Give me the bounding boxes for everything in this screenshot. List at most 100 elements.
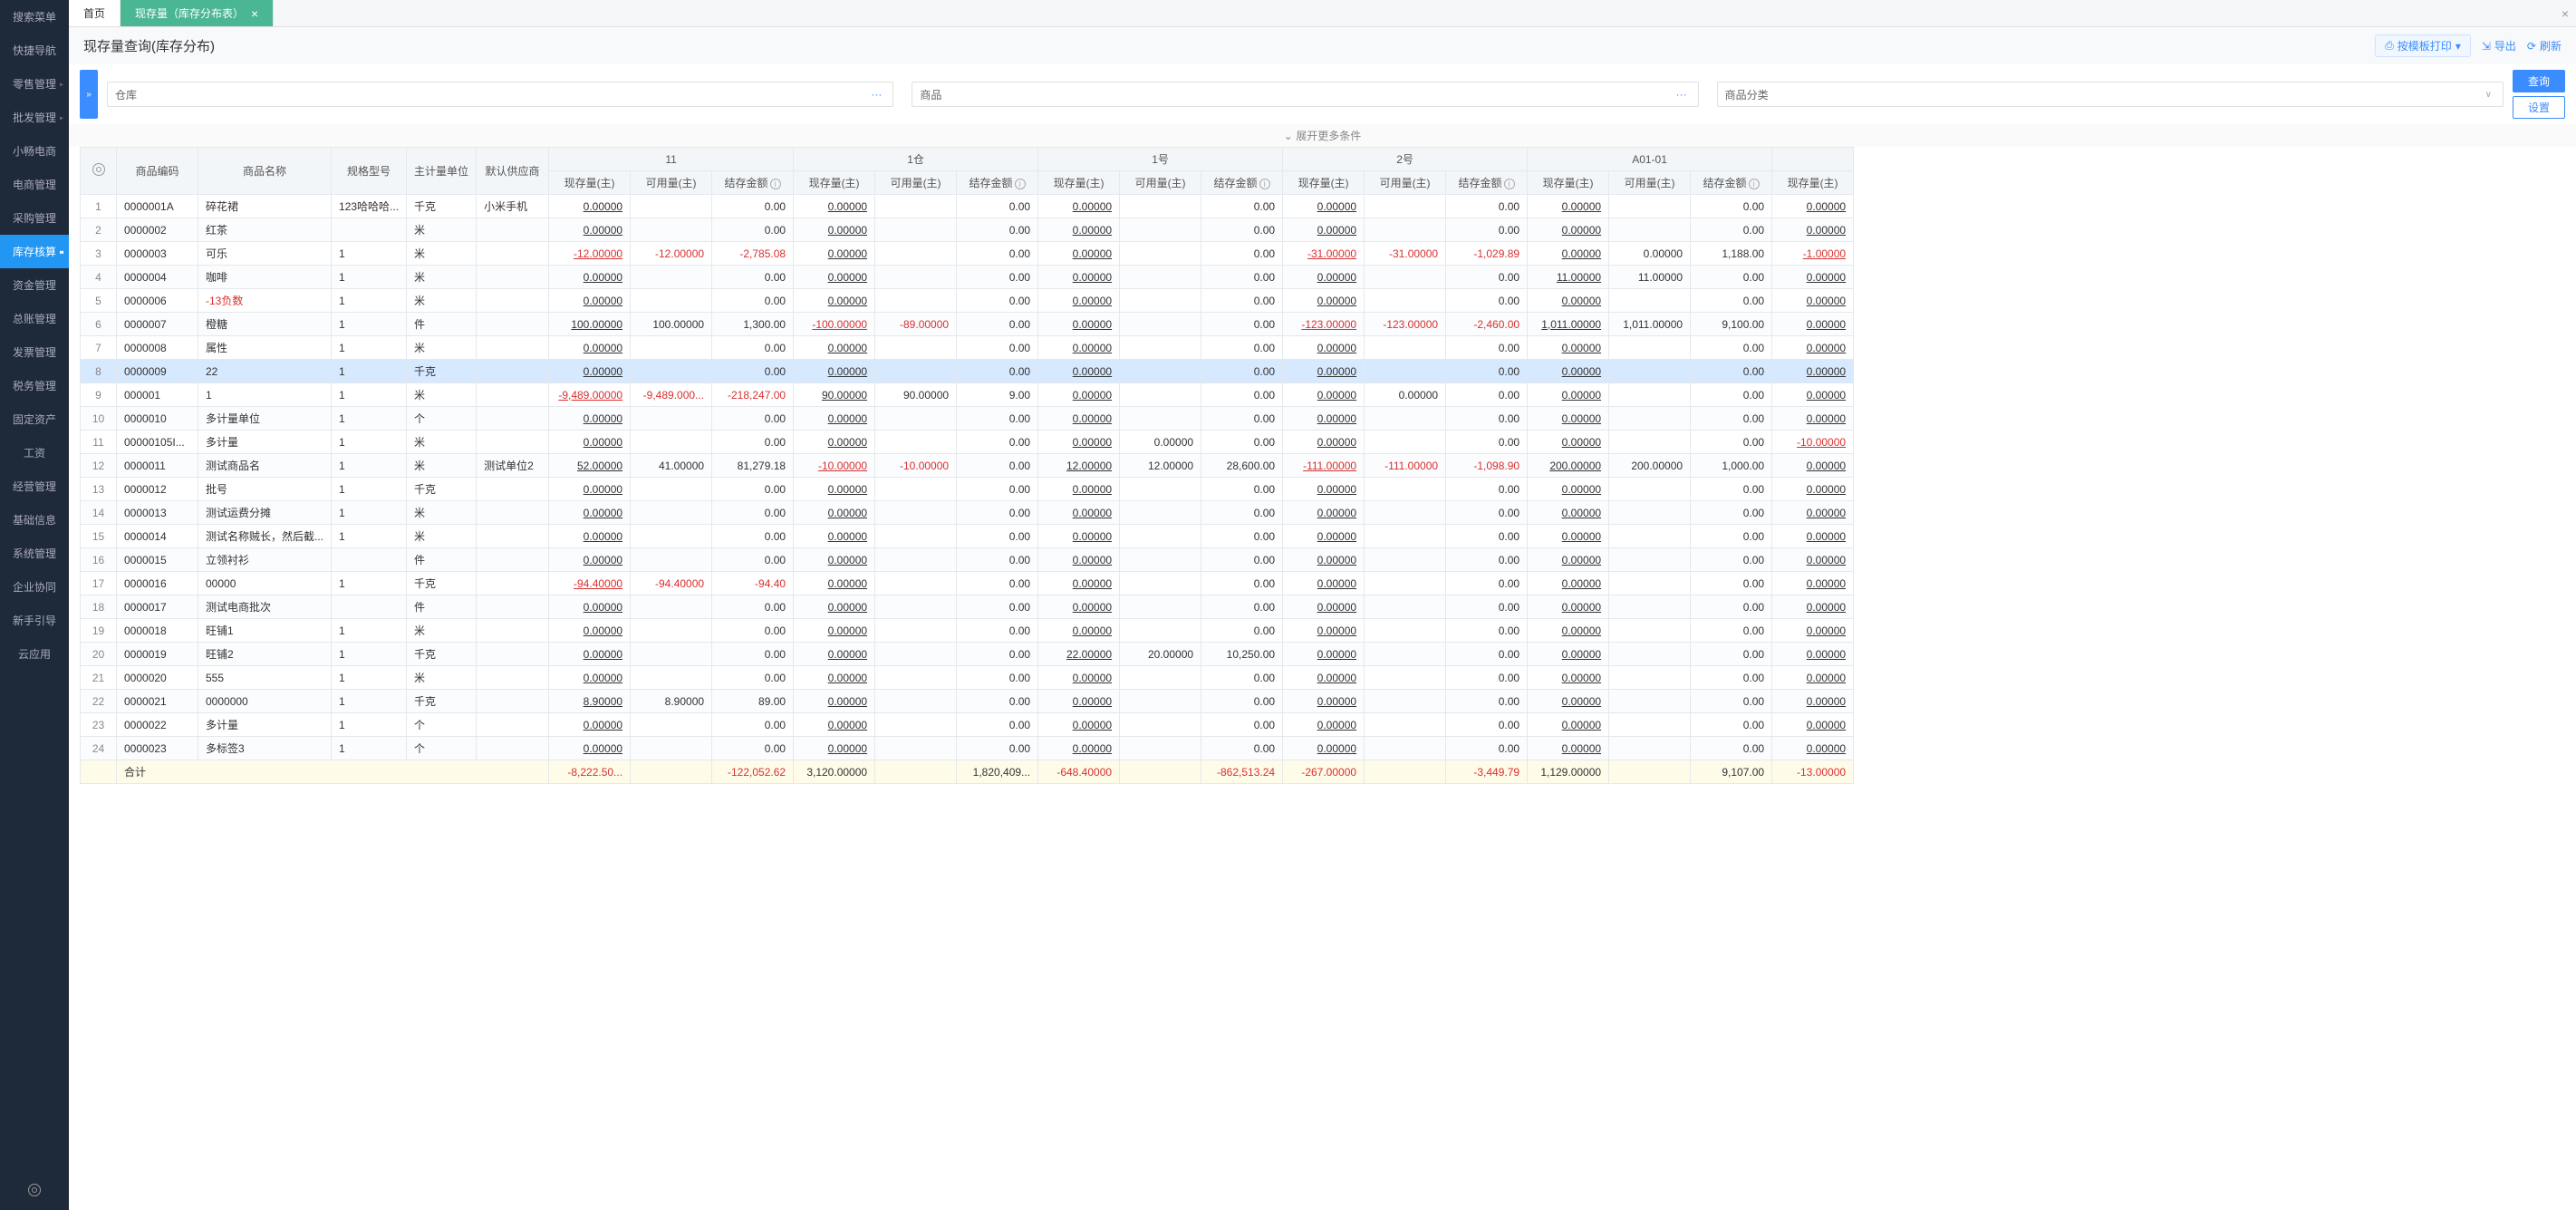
stock-link-cell[interactable]: 0.00000 <box>1283 266 1365 289</box>
sub-header-8[interactable]: 结存金额i <box>1201 171 1283 195</box>
query-button[interactable]: 查询 <box>2513 70 2565 92</box>
stock-link-cell[interactable]: 0.00000 <box>1038 195 1120 218</box>
stock-link-cell[interactable]: 0.00000 <box>1772 595 1854 619</box>
stock-link-cell[interactable]: 11.00000 <box>1528 266 1609 289</box>
sub-header-12[interactable]: 现存量(主) <box>1528 171 1609 195</box>
product-filter[interactable]: 商品 ··· <box>912 82 1698 107</box>
stock-link-cell[interactable]: 0.00000 <box>1038 407 1120 431</box>
stock-link-cell[interactable]: 0.00000 <box>549 525 631 548</box>
stock-link-cell[interactable]: 0.00000 <box>794 595 875 619</box>
stock-link-cell[interactable]: 0.00000 <box>549 266 631 289</box>
stock-link-cell[interactable]: 0.00000 <box>1038 666 1120 690</box>
product-filter-more-icon[interactable]: ··· <box>1673 88 1691 101</box>
info-icon[interactable]: i <box>1015 179 1026 189</box>
stock-link-cell[interactable]: 90.00000 <box>794 383 875 407</box>
stock-link-cell[interactable]: -9,489.00000 <box>549 383 631 407</box>
sub-header-14[interactable]: 结存金额i <box>1691 171 1772 195</box>
stock-link-cell[interactable]: 0.00000 <box>794 666 875 690</box>
table-row[interactable]: 30000003可乐1米-12.00000-12.00000-2,785.080… <box>81 242 1854 266</box>
sidebar-item-14[interactable]: 经营管理 <box>0 469 69 503</box>
table-row[interactable]: 200000019旺铺21千克0.000000.000.000000.0022.… <box>81 643 1854 666</box>
stock-link-cell[interactable]: 0.00000 <box>1528 572 1609 595</box>
sidebar-item-4[interactable]: 小畅电商 <box>0 134 69 168</box>
sidebar-item-12[interactable]: 固定资产 <box>0 402 69 436</box>
stock-link-cell[interactable]: 0.00000 <box>1528 407 1609 431</box>
stock-link-cell[interactable]: 0.00000 <box>549 548 631 572</box>
stock-link-cell[interactable]: 0.00000 <box>549 289 631 313</box>
stock-link-cell[interactable]: 52.00000 <box>549 454 631 478</box>
info-icon[interactable]: i <box>770 179 781 189</box>
stock-link-cell[interactable]: 0.00000 <box>549 431 631 454</box>
stock-link-cell[interactable]: 22.00000 <box>1038 643 1120 666</box>
warehouse-filter[interactable]: 仓库 ··· <box>107 82 893 107</box>
settings-gear-icon[interactable] <box>0 1173 69 1210</box>
expand-filters-button[interactable]: ⌄ 展开更多条件 <box>69 124 2576 147</box>
table-row[interactable]: 22000002100000001千克8.900008.9000089.000.… <box>81 690 1854 713</box>
chevron-down-icon[interactable]: ∨ <box>2482 90 2495 100</box>
stock-link-cell[interactable]: 0.00000 <box>1528 737 1609 760</box>
table-row[interactable]: 150000014测试名称贼长，然后截...1米0.000000.000.000… <box>81 525 1854 548</box>
stock-link-cell[interactable]: 0.00000 <box>549 478 631 501</box>
stock-link-cell[interactable]: 0.00000 <box>1038 619 1120 643</box>
stock-link-cell[interactable]: 0.00000 <box>1283 525 1365 548</box>
stock-link-cell[interactable]: 0.00000 <box>1283 336 1365 360</box>
sub-header-1[interactable]: 可用量(主) <box>631 171 712 195</box>
sub-header-6[interactable]: 现存量(主) <box>1038 171 1120 195</box>
sidebar-item-1[interactable]: 快捷导航 <box>0 34 69 67</box>
stock-link-cell[interactable]: 0.00000 <box>1528 501 1609 525</box>
warehouse-group-0[interactable]: 11 <box>549 148 794 171</box>
stock-link-cell[interactable]: 0.00000 <box>1772 737 1854 760</box>
stock-link-cell[interactable]: 0.00000 <box>1772 336 1854 360</box>
stock-link-cell[interactable]: 12.00000 <box>1038 454 1120 478</box>
stock-link-cell[interactable]: 0.00000 <box>549 336 631 360</box>
stock-link-cell[interactable]: 0.00000 <box>1528 218 1609 242</box>
stock-link-cell[interactable]: 0.00000 <box>1528 643 1609 666</box>
warehouse-filter-more-icon[interactable]: ··· <box>867 88 885 101</box>
stock-link-cell[interactable]: 0.00000 <box>1038 525 1120 548</box>
stock-link-cell[interactable]: 0.00000 <box>1772 360 1854 383</box>
stock-link-cell[interactable]: -10.00000 <box>1772 431 1854 454</box>
stock-link-cell[interactable]: 0.00000 <box>1528 431 1609 454</box>
stock-link-cell[interactable]: 0.00000 <box>1283 690 1365 713</box>
stock-link-cell[interactable]: 1,011.00000 <box>1528 313 1609 336</box>
stock-link-cell[interactable]: 0.00000 <box>1772 666 1854 690</box>
stock-link-cell[interactable]: 0.00000 <box>1772 313 1854 336</box>
sidebar-item-16[interactable]: 系统管理 <box>0 537 69 570</box>
sidebar-item-15[interactable]: 基础信息 <box>0 503 69 537</box>
stock-link-cell[interactable]: -123.00000 <box>1283 313 1365 336</box>
stock-link-cell[interactable]: 0.00000 <box>549 737 631 760</box>
stock-link-cell[interactable]: 0.00000 <box>549 360 631 383</box>
sub-header-10[interactable]: 可用量(主) <box>1365 171 1446 195</box>
sub-header-2[interactable]: 结存金额i <box>712 171 794 195</box>
settings-button[interactable]: 设置 <box>2513 96 2565 119</box>
table-row[interactable]: 160000015立领衬衫件0.000000.000.000000.000.00… <box>81 548 1854 572</box>
stock-link-cell[interactable]: 0.00000 <box>794 242 875 266</box>
table-row[interactable]: 190000018旺铺11米0.000000.000.000000.000.00… <box>81 619 1854 643</box>
stock-link-cell[interactable]: 0.00000 <box>794 336 875 360</box>
sidebar-item-6[interactable]: 采购管理 <box>0 201 69 235</box>
stock-link-cell[interactable]: 0.00000 <box>549 619 631 643</box>
table-row[interactable]: 10000001A碎花裙123哈哈哈...千克小米手机0.000000.000.… <box>81 195 1854 218</box>
stock-link-cell[interactable]: 0.00000 <box>1283 737 1365 760</box>
stock-link-cell[interactable]: -12.00000 <box>549 242 631 266</box>
sidebar-item-19[interactable]: 云应用 <box>0 637 69 671</box>
sub-header-0[interactable]: 现存量(主) <box>549 171 631 195</box>
col-header-3[interactable]: 规格型号 <box>332 148 407 195</box>
stock-link-cell[interactable]: 0.00000 <box>1528 360 1609 383</box>
stock-link-cell[interactable]: 0.00000 <box>1772 501 1854 525</box>
sub-header-5[interactable]: 结存金额i <box>957 171 1038 195</box>
stock-link-cell[interactable]: 0.00000 <box>549 713 631 737</box>
stock-link-cell[interactable]: 0.00000 <box>1772 643 1854 666</box>
col-header-1[interactable]: 商品编码 <box>117 148 198 195</box>
stock-link-cell[interactable]: 0.00000 <box>1038 336 1120 360</box>
stock-link-cell[interactable]: 0.00000 <box>1283 478 1365 501</box>
stock-link-cell[interactable]: 0.00000 <box>1283 218 1365 242</box>
stock-link-cell[interactable]: 0.00000 <box>1038 548 1120 572</box>
sub-header-7[interactable]: 可用量(主) <box>1120 171 1201 195</box>
stock-link-cell[interactable]: 8.90000 <box>549 690 631 713</box>
stock-link-cell[interactable]: 0.00000 <box>1038 360 1120 383</box>
stock-link-cell[interactable]: 0.00000 <box>1772 407 1854 431</box>
stock-link-cell[interactable]: 0.00000 <box>1038 289 1120 313</box>
warehouse-filter-input[interactable] <box>144 88 867 101</box>
stock-link-cell[interactable]: 0.00000 <box>1528 289 1609 313</box>
